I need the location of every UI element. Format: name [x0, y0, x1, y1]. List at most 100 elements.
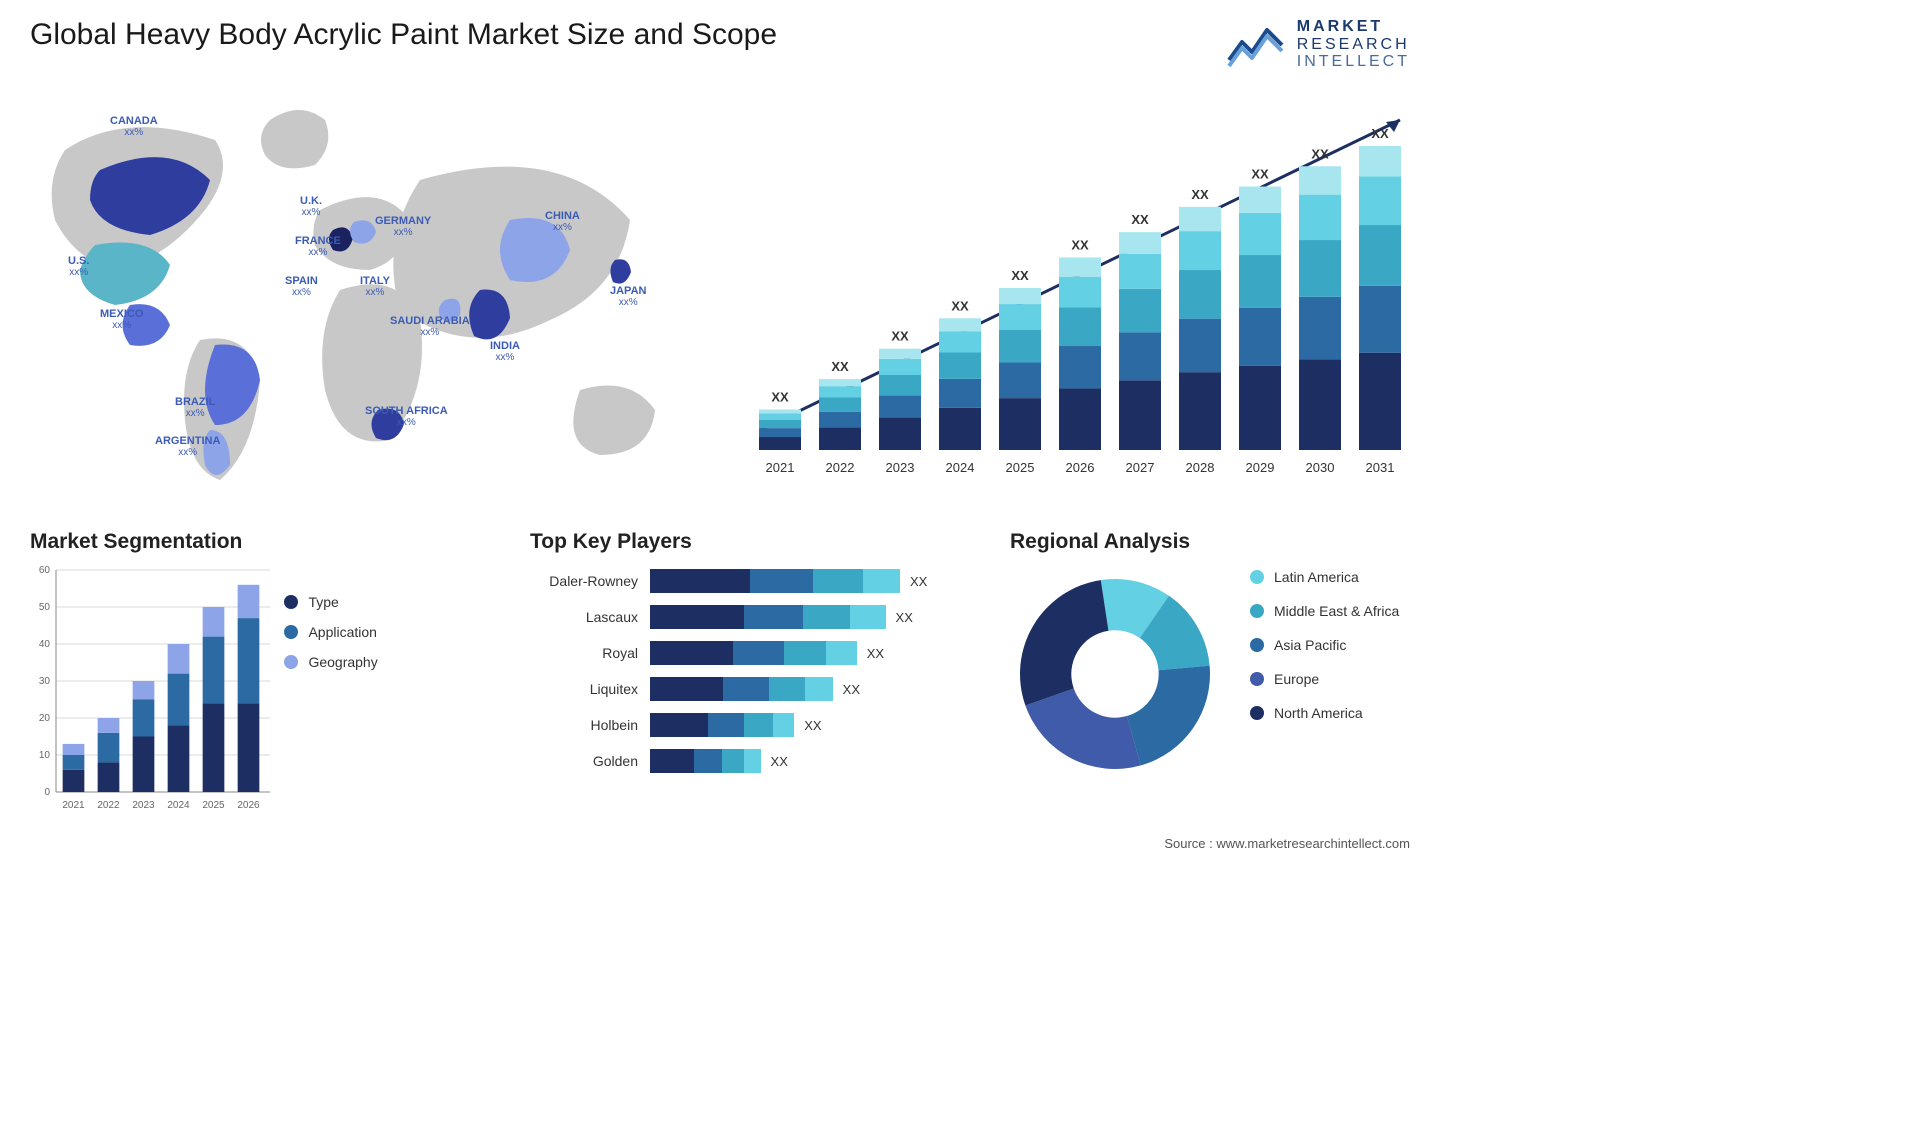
- map-label: SAUDI ARABIAxx%: [390, 315, 470, 338]
- segmentation-legend: Type Application Geography: [284, 594, 377, 684]
- svg-text:XX: XX: [1251, 167, 1269, 182]
- player-value: XX: [771, 754, 788, 769]
- svg-text:2022: 2022: [97, 800, 120, 811]
- player-bar: [650, 677, 833, 701]
- segmentation-chart: 0 10 20 30 40 50 60 2021 2022 2023 2024 2025 2026: [30, 564, 270, 814]
- svg-text:2025: 2025: [1006, 460, 1035, 475]
- map-label: JAPANxx%: [610, 285, 646, 308]
- map-label: INDIAxx%: [490, 340, 520, 363]
- legend-item: North America: [1250, 705, 1399, 721]
- players-chart: Daler-Rowney XX Lascaux XX Royal XX Liquitex XX…: [530, 569, 960, 819]
- player-value: XX: [896, 610, 913, 625]
- svg-text:2031: 2031: [1366, 460, 1395, 475]
- player-bar: [650, 713, 794, 737]
- page-title: Global Heavy Body Acrylic Paint Market S…: [30, 18, 777, 52]
- legend-item: Europe: [1250, 671, 1399, 687]
- map-label: U.K.xx%: [300, 195, 322, 218]
- svg-text:2021: 2021: [62, 800, 85, 811]
- player-value: XX: [910, 574, 927, 589]
- player-row: Daler-Rowney XX: [530, 569, 960, 593]
- svg-text:2022: 2022: [826, 460, 855, 475]
- svg-text:XX: XX: [1371, 126, 1389, 141]
- svg-text:2024: 2024: [946, 460, 975, 475]
- player-row: Royal XX: [530, 641, 960, 665]
- player-row: Lascaux XX: [530, 605, 960, 629]
- player-bar: [650, 749, 761, 773]
- svg-text:10: 10: [39, 750, 51, 761]
- player-name: Daler-Rowney: [530, 573, 650, 589]
- map-label: MEXICOxx%: [100, 308, 143, 331]
- svg-text:XX: XX: [891, 329, 909, 344]
- map-label: CHINAxx%: [545, 210, 580, 233]
- map-label: ITALYxx%: [360, 275, 390, 298]
- legend-item: Geography: [284, 654, 377, 670]
- logo-text-2: RESEARCH: [1297, 36, 1410, 54]
- player-bar: [650, 569, 900, 593]
- svg-text:XX: XX: [1311, 146, 1329, 161]
- map-label: ARGENTINAxx%: [155, 435, 220, 458]
- player-row: Golden XX: [530, 749, 960, 773]
- regional-panel: Regional Analysis Latin America Middle Ea…: [1010, 530, 1410, 779]
- map-label: SOUTH AFRICAxx%: [365, 405, 448, 428]
- segmentation-title: Market Segmentation: [30, 530, 470, 554]
- segmentation-panel: Market Segmentation 0 10 20 30 40 50 60 2021 202…: [30, 530, 470, 814]
- player-name: Liquitex: [530, 681, 650, 697]
- legend-item: Type: [284, 594, 377, 610]
- map-label: FRANCExx%: [295, 235, 341, 258]
- svg-text:XX: XX: [1011, 268, 1029, 283]
- svg-text:XX: XX: [771, 389, 789, 404]
- svg-text:2029: 2029: [1246, 460, 1275, 475]
- player-row: Holbein XX: [530, 713, 960, 737]
- player-value: XX: [843, 682, 860, 697]
- svg-text:40: 40: [39, 639, 51, 650]
- svg-text:2030: 2030: [1306, 460, 1335, 475]
- regional-legend: Latin America Middle East & Africa Asia Pa…: [1250, 569, 1399, 739]
- player-bar: [650, 641, 857, 665]
- legend-item: Latin America: [1250, 569, 1399, 585]
- svg-text:2028: 2028: [1186, 460, 1215, 475]
- player-name: Royal: [530, 645, 650, 661]
- svg-text:2026: 2026: [1066, 460, 1095, 475]
- svg-text:XX: XX: [831, 359, 849, 374]
- svg-text:XX: XX: [1191, 187, 1209, 202]
- map-label: U.S.xx%: [68, 255, 89, 278]
- svg-text:2023: 2023: [886, 460, 915, 475]
- player-name: Lascaux: [530, 609, 650, 625]
- svg-text:2027: 2027: [1126, 460, 1155, 475]
- legend-item: Application: [284, 624, 377, 640]
- players-title: Top Key Players: [530, 530, 970, 554]
- player-row: Liquitex XX: [530, 677, 960, 701]
- player-name: Golden: [530, 753, 650, 769]
- svg-text:XX: XX: [1131, 212, 1149, 227]
- svg-text:XX: XX: [1071, 237, 1089, 252]
- svg-text:2023: 2023: [132, 800, 155, 811]
- brand-logo: MARKET RESEARCH INTELLECT: [1227, 18, 1410, 71]
- logo-text-1: MARKET: [1297, 18, 1410, 36]
- source-attribution: Source : www.marketresearchintellect.com: [1164, 836, 1410, 851]
- svg-text:60: 60: [39, 565, 51, 576]
- regional-title: Regional Analysis: [1010, 530, 1410, 554]
- legend-item: Asia Pacific: [1250, 637, 1399, 653]
- svg-text:50: 50: [39, 602, 51, 613]
- player-value: XX: [804, 718, 821, 733]
- svg-text:2024: 2024: [167, 800, 190, 811]
- svg-text:2026: 2026: [237, 800, 260, 811]
- svg-text:XX: XX: [951, 298, 969, 313]
- logo-text-3: INTELLECT: [1297, 53, 1410, 71]
- map-label: BRAZILxx%: [175, 396, 215, 419]
- regional-donut: [1010, 569, 1220, 779]
- svg-text:30: 30: [39, 676, 51, 687]
- map-label: CANADAxx%: [110, 115, 158, 138]
- player-bar: [650, 605, 886, 629]
- map-label: GERMANYxx%: [375, 215, 431, 238]
- players-panel: Top Key Players Daler-RowneyXXLascauxXXR…: [530, 530, 970, 819]
- player-name: Holbein: [530, 717, 650, 733]
- svg-text:2025: 2025: [202, 800, 225, 811]
- legend-item: Middle East & Africa: [1250, 603, 1399, 619]
- svg-text:20: 20: [39, 713, 51, 724]
- svg-text:0: 0: [44, 787, 50, 798]
- growth-bar-chart: XX2021XX2022XX2023XX2024XX2025XX2026XX20…: [750, 100, 1410, 480]
- player-value: XX: [867, 646, 884, 661]
- map-label: SPAINxx%: [285, 275, 318, 298]
- world-map: CANADAxx% U.S.xx% MEXICOxx% BRAZILxx% ARGENT…: [20, 90, 700, 490]
